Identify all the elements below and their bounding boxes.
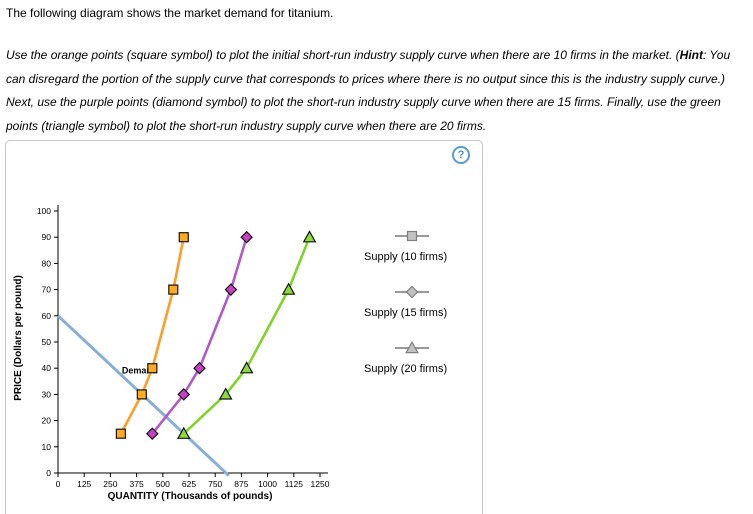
svg-text:625: 625 <box>182 479 196 489</box>
demand-label: Demand <box>122 365 158 375</box>
question-panel: ? PRICE (Dollars per pound) 0 125 250 375 50… <box>5 140 483 514</box>
square-plot-point[interactable] <box>136 389 147 400</box>
svg-text:50: 50 <box>42 337 52 347</box>
svg-text:1125: 1125 <box>285 479 304 489</box>
legend-label: Supply (15 firms) <box>364 307 448 319</box>
legend-item: Supply (10 firms) <box>364 229 479 263</box>
legend-item: Supply (20 firms) <box>364 341 479 375</box>
triangle-plot-point[interactable] <box>302 230 317 243</box>
svg-text:875: 875 <box>234 479 248 489</box>
supply-line-2 <box>151 235 248 435</box>
square-plot-point[interactable] <box>178 232 189 243</box>
svg-text:70: 70 <box>42 285 52 295</box>
chart-area: PRICE (Dollars per pound) 0 125 250 375 500 6… <box>13 197 352 513</box>
legend: Supply (10 firms) Supply (15 firms) Supply… <box>364 229 479 397</box>
svg-text:90: 90 <box>42 232 52 242</box>
triangle-plot-point[interactable] <box>218 387 233 400</box>
svg-text:60: 60 <box>42 311 52 321</box>
triangle-plot-point[interactable] <box>176 426 191 439</box>
instructions-text: Use the orange points (square symbol) to… <box>6 44 748 138</box>
legend-label: Supply (10 firms) <box>364 251 448 263</box>
svg-text:1250: 1250 <box>311 479 330 489</box>
x-axis-label: QUANTITY (Thousands of pounds) <box>107 491 273 502</box>
svg-text:20: 20 <box>42 416 52 426</box>
triangle-marker-icon <box>395 341 429 354</box>
instructions-part2: : You can disregard the portion of the s… <box>6 48 731 133</box>
square-plot-point[interactable] <box>115 428 126 439</box>
diamond-plot-point[interactable] <box>240 230 253 244</box>
svg-text:40: 40 <box>42 363 52 373</box>
help-icon[interactable]: ? <box>452 146 470 164</box>
svg-text:1000: 1000 <box>258 479 277 489</box>
diamond-marker-icon <box>395 285 429 299</box>
legend-item: Supply (15 firms) <box>364 285 479 319</box>
diamond-plot-point[interactable] <box>193 361 206 375</box>
triangle-plot-point[interactable] <box>239 361 254 374</box>
svg-text:80: 80 <box>42 258 52 268</box>
svg-text:250: 250 <box>103 479 117 489</box>
square-plot-point[interactable] <box>147 363 158 374</box>
svg-text:375: 375 <box>130 479 144 489</box>
svg-text:500: 500 <box>156 479 170 489</box>
square-plot-point[interactable] <box>168 284 179 295</box>
svg-text:100: 100 <box>37 206 51 216</box>
y-axis-label: PRICE (Dollars per pound) <box>13 275 24 401</box>
svg-text:0: 0 <box>46 468 51 478</box>
legend-label: Supply (20 firms) <box>364 363 448 375</box>
diamond-plot-point[interactable] <box>145 427 159 441</box>
supply-demand-chart[interactable]: 0 125 250 375 500 625 750 875 1000 1125 1250 0 10 20 3… <box>28 197 352 495</box>
svg-text:30: 30 <box>42 389 52 399</box>
square-marker-icon <box>395 230 429 242</box>
intro-text: The following diagram shows the market d… <box>6 6 334 20</box>
diamond-plot-point[interactable] <box>224 283 238 296</box>
diamond-plot-point[interactable] <box>177 388 191 401</box>
svg-text:10: 10 <box>42 442 52 452</box>
supply-line-3 <box>182 235 311 435</box>
hint-label: Hint <box>679 48 703 62</box>
svg-text:750: 750 <box>208 479 222 489</box>
svg-text:125: 125 <box>77 479 91 489</box>
svg-text:0: 0 <box>56 479 61 489</box>
triangle-plot-point[interactable] <box>281 282 296 295</box>
instructions-part1: Use the orange points (square symbol) to… <box>6 48 680 62</box>
